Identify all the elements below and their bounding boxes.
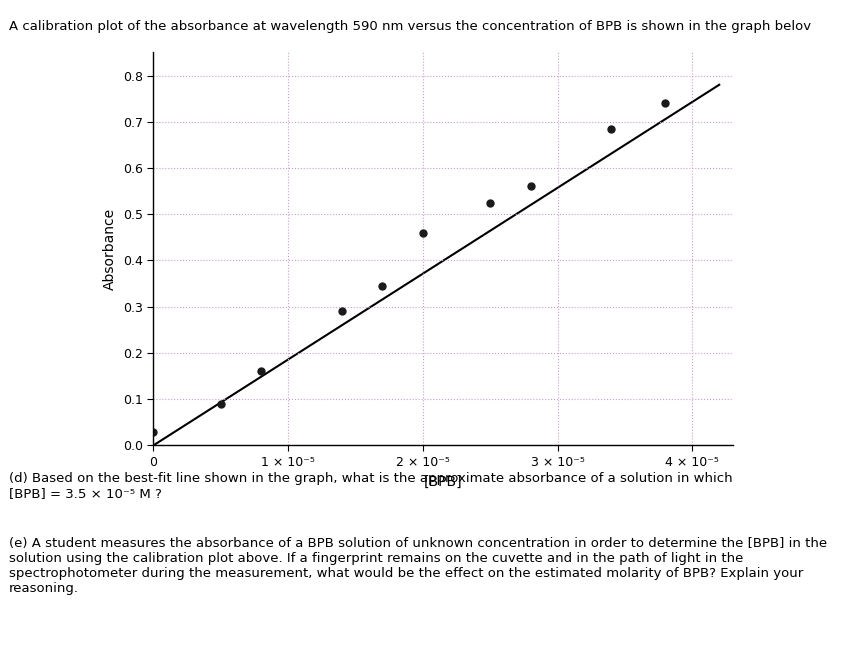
Y-axis label: Absorbance: Absorbance	[103, 208, 118, 290]
X-axis label: [BPB]: [BPB]	[423, 474, 463, 489]
Point	[416, 227, 429, 238]
Point	[255, 366, 268, 377]
Text: A calibration plot of the absorbance at wavelength 590 nm versus the concentrati: A calibration plot of the absorbance at …	[9, 20, 810, 33]
Text: (d) Based on the best-fit line shown in the graph, what is the approximate absor: (d) Based on the best-fit line shown in …	[9, 472, 732, 500]
Point	[147, 426, 160, 437]
Text: (e) A student measures the absorbance of a BPB solution of unknown concentration: (e) A student measures the absorbance of…	[9, 537, 826, 595]
Point	[483, 197, 497, 208]
Point	[376, 280, 389, 291]
Point	[659, 98, 672, 109]
Point	[605, 123, 619, 134]
Point	[335, 306, 348, 316]
Point	[214, 398, 227, 409]
Point	[524, 181, 538, 192]
